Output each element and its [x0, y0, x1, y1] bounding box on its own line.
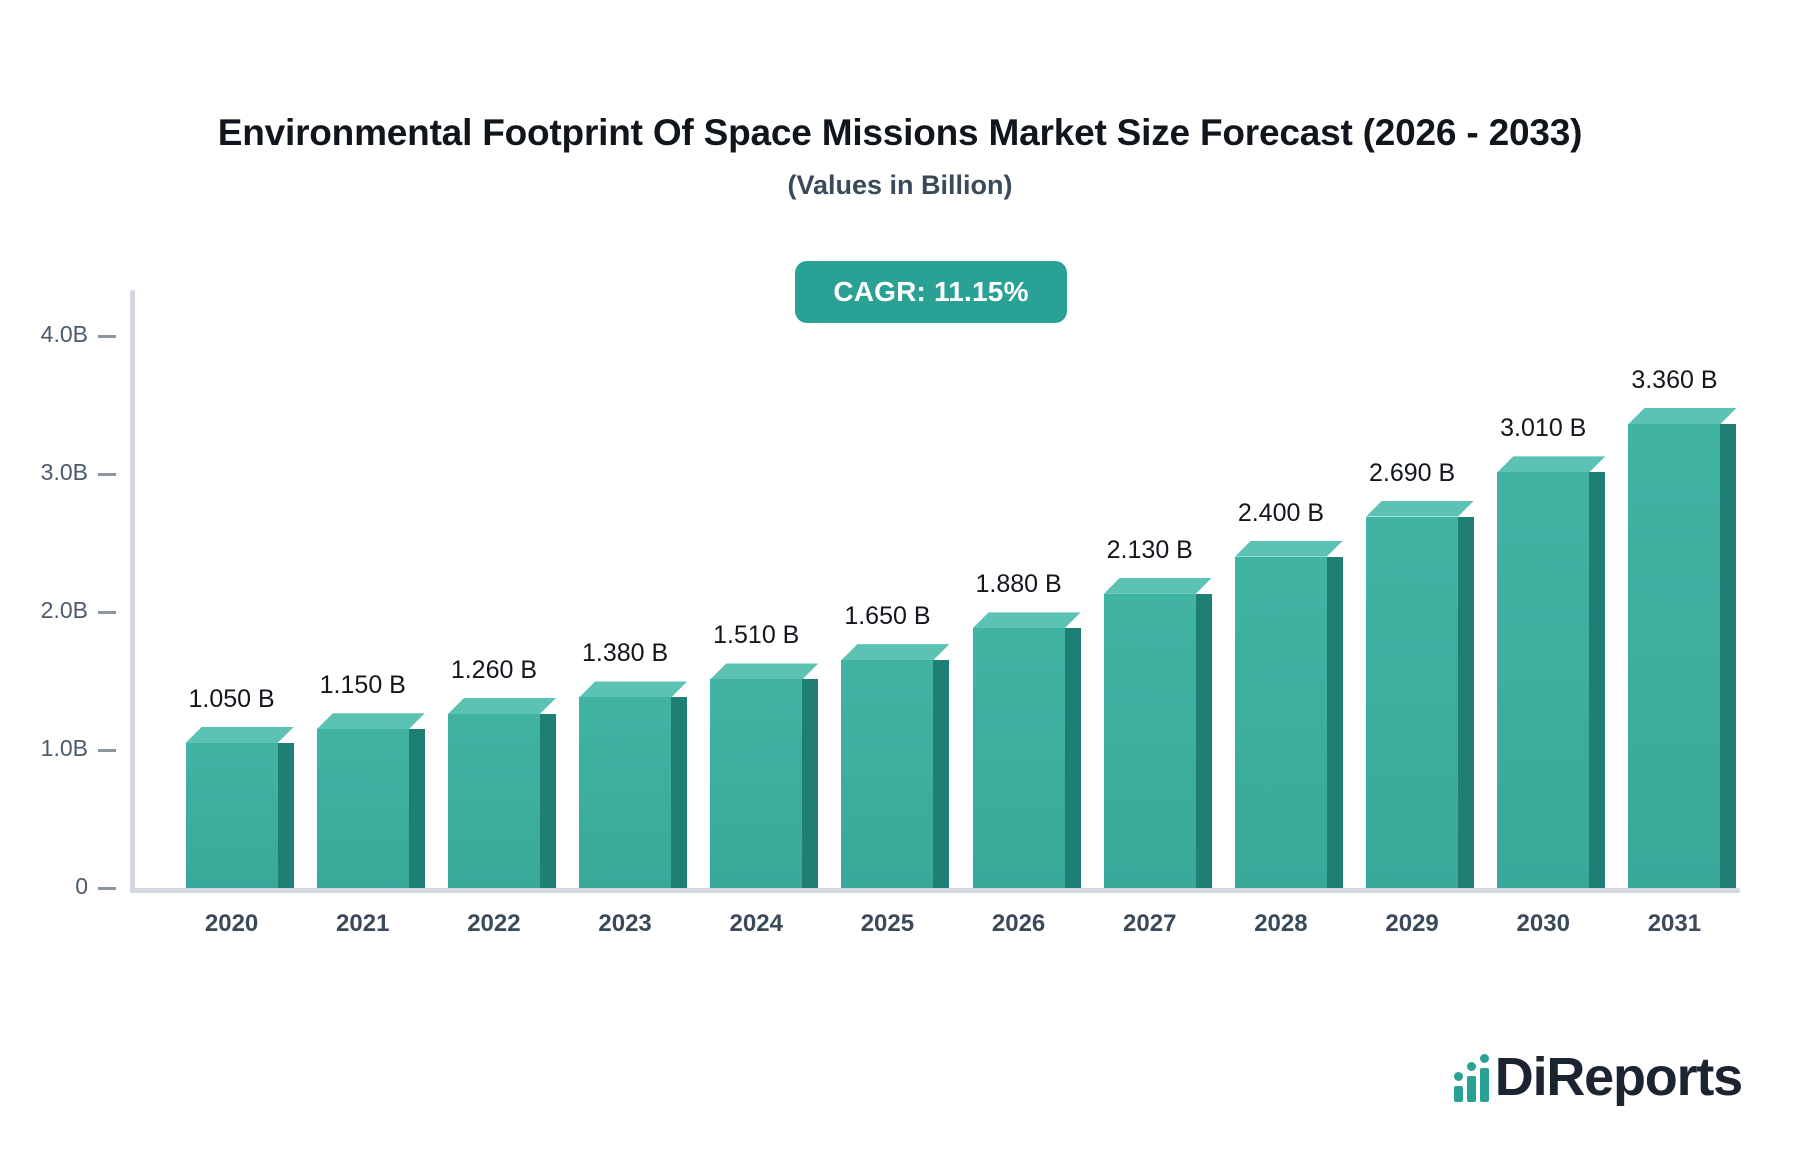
y-axis-tick-mark	[98, 748, 116, 752]
bar-front-face	[1103, 593, 1196, 888]
bar	[972, 612, 1081, 888]
plot-area: 0 1.0B 2.0B 3.0B 4.0B 1.050 B 1.150 B 1.260 B 1…	[41, 290, 1740, 937]
bar	[710, 663, 819, 888]
chart-subtitle: (Values in Billion)	[787, 170, 1013, 200]
bar-side-face	[1720, 424, 1737, 888]
y-axis-tick-label: 3.0B	[40, 458, 88, 485]
bar	[1234, 540, 1343, 888]
bar-value-label: 1.260 B	[450, 656, 537, 684]
bar-top-face	[710, 663, 819, 680]
cagr-badge-label: CAGR: 11.15%	[833, 276, 1029, 307]
bar-value-label: 1.150 B	[319, 671, 406, 700]
bar-value-label: 2.400 B	[1237, 498, 1324, 527]
bar-front-face	[710, 679, 803, 888]
bar	[1103, 577, 1212, 888]
x-axis-tick-label: 2021	[336, 910, 390, 937]
bar-front-face	[1234, 556, 1327, 888]
bar-top-face	[1497, 456, 1606, 473]
bar-side-face	[933, 660, 950, 888]
bar-front-face	[1366, 516, 1459, 888]
x-axis-tick-label: 2028	[1254, 910, 1308, 937]
bar	[841, 644, 950, 888]
y-axis-tick-label: 4.0B	[40, 320, 88, 347]
bar-top-face	[185, 727, 294, 743]
bar	[1628, 408, 1737, 888]
x-axis-tick-label: 2031	[1647, 910, 1702, 937]
bar-side-face	[1064, 628, 1081, 888]
bar-side-face	[1195, 593, 1212, 888]
x-axis-tick-label: 2023	[598, 910, 652, 937]
bar-side-face	[1589, 472, 1606, 888]
bar-side-face	[539, 714, 556, 888]
y-axis-tick-label: 2.0B	[40, 596, 88, 623]
bar-value-label: 1.050 B	[188, 685, 275, 713]
bar-top-face	[972, 612, 1081, 629]
bar-value-label: 3.360 B	[1631, 366, 1718, 394]
logo-text: DiReports	[1494, 1047, 1743, 1107]
bar-front-face	[841, 660, 934, 888]
bar-top-face	[1366, 500, 1475, 517]
y-axis-tick-mark	[98, 472, 116, 476]
y-axis-tick-label: 0	[75, 873, 88, 899]
x-axis-line	[130, 888, 1740, 893]
bar	[447, 698, 556, 888]
bar-value-label: 3.010 B	[1500, 414, 1587, 443]
x-axis-tick-label: 2029	[1385, 910, 1439, 937]
y-axis-tick-mark	[98, 887, 116, 890]
bar-front-face	[579, 697, 672, 888]
y-axis-tick-label: 1.0B	[40, 734, 88, 761]
bar	[185, 727, 294, 888]
bar-top-face	[1628, 408, 1737, 424]
bar-value-label: 1.880 B	[975, 570, 1062, 599]
bar-top-face	[1103, 577, 1212, 594]
bar-front-face	[1628, 424, 1721, 888]
x-axis-tick-label: 2027	[1123, 910, 1177, 937]
bar-chart-icon	[1453, 1054, 1489, 1102]
bar-side-face	[277, 743, 294, 888]
bar-top-face	[841, 644, 950, 661]
bar-front-face	[1497, 472, 1590, 888]
bar-front-face	[972, 628, 1065, 888]
bar	[579, 681, 688, 888]
bar-value-label: 1.380 B	[581, 639, 669, 668]
x-axis-tick-label: 2024	[729, 910, 783, 937]
bar-side-face	[1458, 516, 1475, 888]
bar-side-face	[1326, 556, 1343, 888]
bar-front-face	[447, 714, 540, 888]
y-axis-tick-mark	[98, 334, 116, 338]
bar-value-label: 2.690 B	[1368, 458, 1456, 487]
x-axis-tick-label: 2026	[991, 910, 1046, 937]
bar-front-face	[185, 743, 278, 888]
bar-top-face	[1234, 540, 1343, 557]
bar-side-face	[802, 679, 819, 888]
x-axis-tick-label: 2022	[467, 910, 521, 937]
bar	[316, 713, 425, 888]
direports-logo: DiReports	[1453, 1047, 1743, 1107]
y-axis-line	[130, 290, 135, 893]
bar-top-face	[316, 713, 425, 730]
bar-value-label: 1.650 B	[844, 602, 931, 631]
bar-front-face	[316, 729, 409, 888]
cagr-badge: CAGR: 11.15%	[795, 261, 1067, 323]
bar-value-label: 1.510 B	[713, 621, 800, 650]
x-axis-tick-label: 2030	[1516, 910, 1570, 937]
bar-value-label: 2.130 B	[1106, 535, 1193, 564]
x-axis-tick-label: 2025	[860, 910, 915, 937]
x-axis-tick-label: 2020	[204, 910, 259, 937]
page-title: Environmental Footprint Of Space Mission…	[217, 112, 1583, 153]
bar-top-face	[447, 698, 556, 714]
bar-side-face	[671, 697, 688, 888]
bar-side-face	[408, 729, 425, 888]
bar	[1366, 500, 1475, 888]
bar	[1497, 456, 1606, 888]
y-axis-tick-mark	[98, 610, 116, 614]
bar-top-face	[579, 681, 688, 698]
